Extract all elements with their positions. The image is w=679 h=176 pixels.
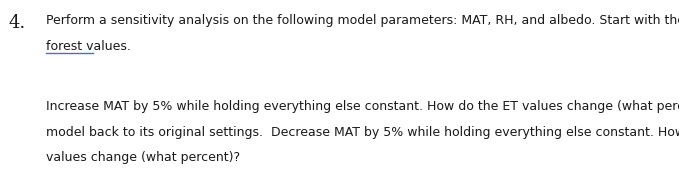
Text: values change (what percent)?: values change (what percent)? — [46, 151, 240, 164]
Text: forest values.: forest values. — [46, 40, 131, 53]
Text: Perform a sensitivity analysis on the following model parameters: MAT, RH, and a: Perform a sensitivity analysis on the fo… — [46, 14, 679, 27]
Text: Increase MAT by 5% while holding everything else constant. How do the ET values : Increase MAT by 5% while holding everyth… — [46, 100, 679, 113]
Text: Perform a sensitivity analysis on the following model parameters: MAT, RH, and a: Perform a sensitivity analysis on the fo… — [46, 14, 679, 27]
Text: 4.: 4. — [8, 14, 25, 32]
Text: forest: forest — [46, 40, 82, 53]
Text: Perform a sensitivity analysis on the following model parameters: MAT, RH, and a: Perform a sensitivity analysis on the fo… — [46, 14, 679, 27]
Text: model back to its original settings.  Decrease MAT by 5% while holding everythin: model back to its original settings. Dec… — [46, 126, 679, 139]
